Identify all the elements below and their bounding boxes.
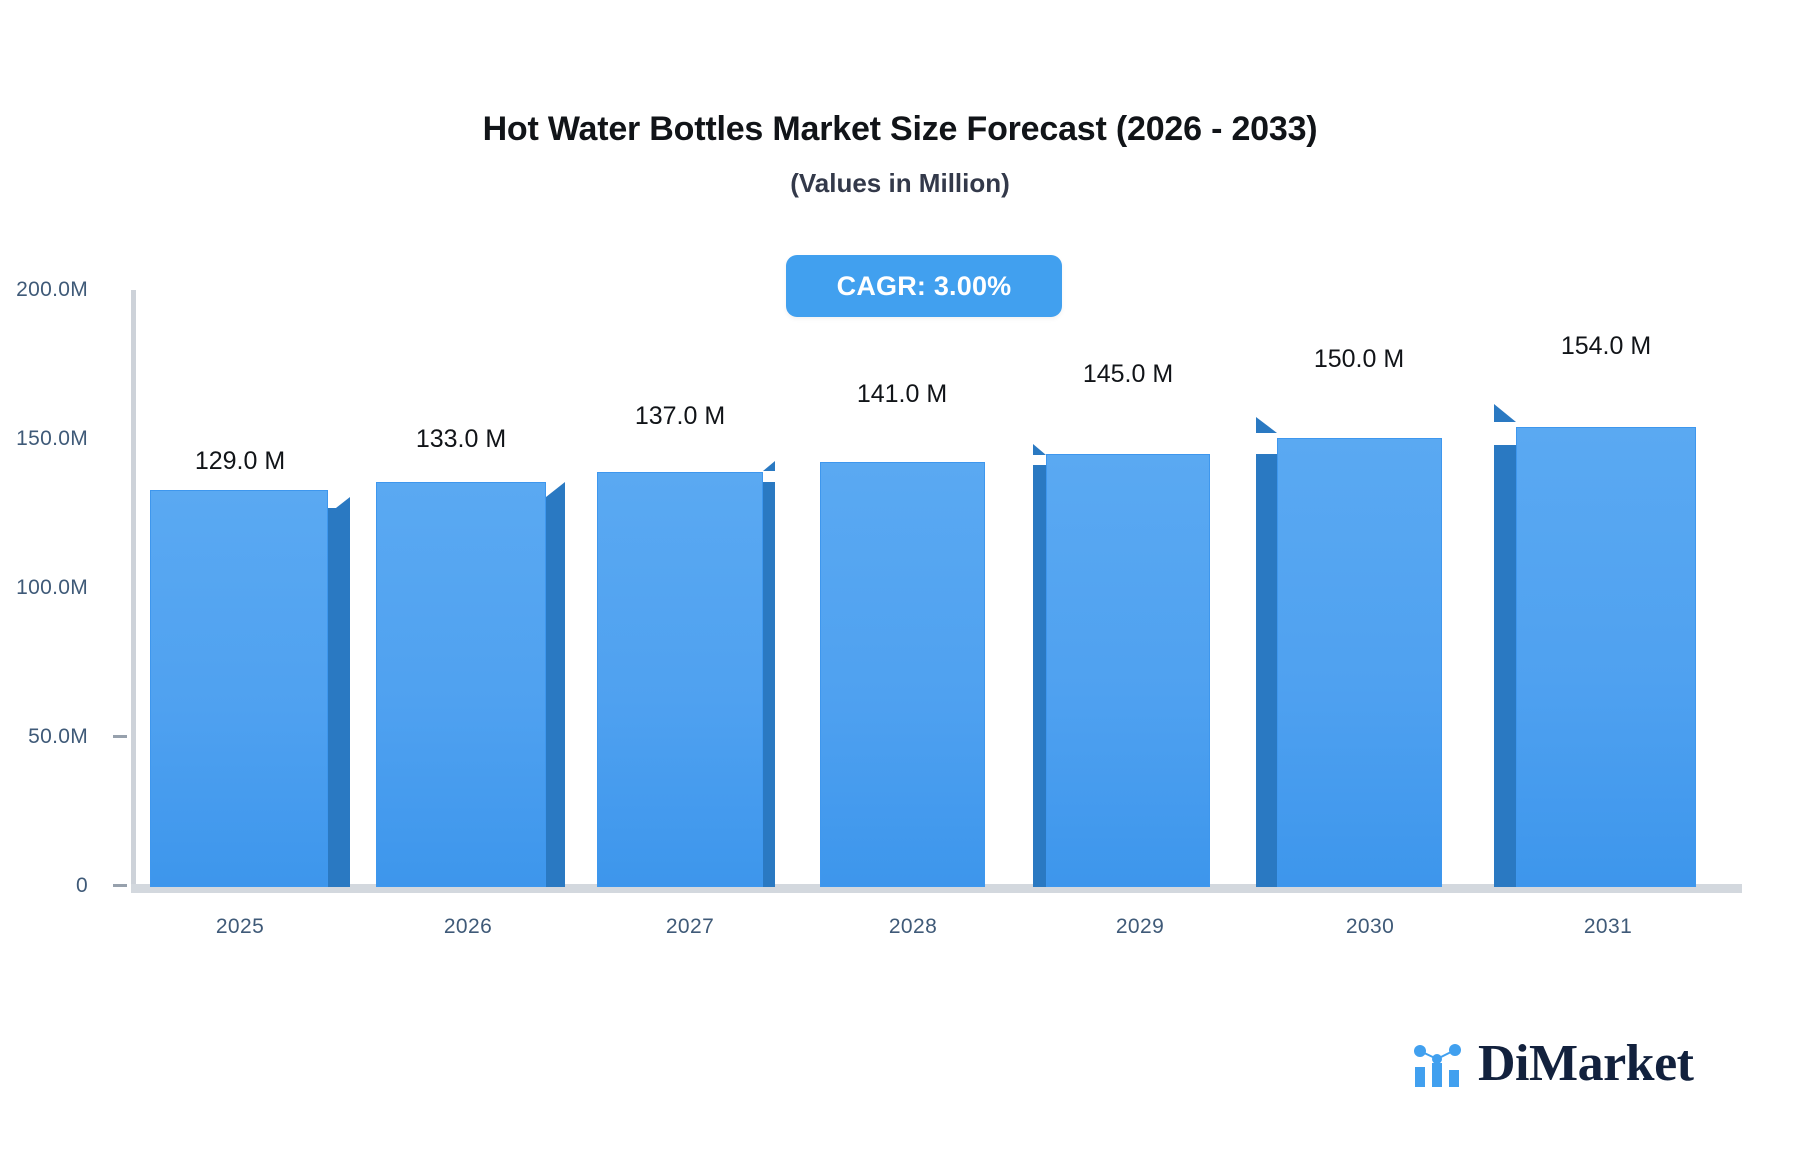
- y-axis-label-50m: 50.0M: [28, 725, 88, 748]
- bar-2030-face: [1277, 438, 1442, 887]
- bar-2025-value: 129.0 M: [194, 447, 286, 475]
- x-axis-label-2028: 2028: [888, 915, 938, 938]
- bar-2031-side-top: [1494, 404, 1516, 422]
- bar-2025-side: [327, 508, 350, 887]
- y-axis-label-100m: 100.0M: [16, 576, 88, 599]
- x-axis-line: [131, 884, 1742, 893]
- bar-2028-face: [820, 462, 985, 887]
- bar-2029-side-top: [1033, 444, 1046, 455]
- bar-2030-side: [1256, 454, 1277, 887]
- bar-2027-face: [597, 472, 763, 887]
- brand-logo: DiMarket: [1412, 1035, 1694, 1092]
- x-axis-label-2031: 2031: [1583, 915, 1633, 938]
- bar-2027-value: 137.0 M: [634, 402, 726, 430]
- y-axis-label-150m: 150.0M: [16, 427, 88, 450]
- bar-2025-side-top: [327, 497, 350, 515]
- bar-2031-value: 154.0 M: [1560, 332, 1652, 360]
- cagr-badge: CAGR: 3.00%: [786, 255, 1062, 317]
- x-axis-label-2027: 2027: [665, 915, 715, 938]
- bar-2028-value: 141.0 M: [856, 380, 948, 408]
- y-axis-label-0: 0: [76, 874, 88, 897]
- x-axis-label-2030: 2030: [1345, 915, 1395, 938]
- bar-2027-side: [763, 482, 775, 887]
- y-axis-tick-0: [113, 884, 127, 887]
- y-axis-label-200m: 200.0M: [16, 278, 88, 301]
- bar-2029-face: [1046, 454, 1210, 887]
- y-axis-tick-50m: [113, 735, 127, 738]
- bar-2031-face: [1516, 427, 1696, 887]
- bar-2029-side: [1033, 465, 1046, 887]
- bar-2026-side: [546, 497, 565, 887]
- chart-subtitle: (Values in Million): [790, 168, 1010, 198]
- x-axis-label-2026: 2026: [443, 915, 493, 938]
- bar-2026-face: [376, 482, 546, 887]
- bar-2030-value: 150.0 M: [1313, 345, 1405, 373]
- bar-chart-line-icon: [1414, 1044, 1461, 1087]
- bar-2026-value: 133.0 M: [415, 425, 507, 453]
- x-axis-label-2029: 2029: [1115, 915, 1165, 938]
- y-axis-line: [131, 290, 136, 887]
- bar-2031-side: [1494, 445, 1516, 887]
- bar-2026-side-top: [546, 482, 565, 497]
- page-title: Hot Water Bottles Market Size Forecast (…: [482, 110, 1318, 148]
- bar-2025-face: [150, 490, 328, 887]
- bar-2027-side-top: [763, 461, 775, 471]
- bar-2030-side-top: [1256, 417, 1277, 433]
- brand-name: DiMarket: [1478, 1035, 1694, 1092]
- x-axis-label-2025: 2025: [215, 915, 265, 938]
- bar-2029-value: 145.0 M: [1082, 360, 1174, 388]
